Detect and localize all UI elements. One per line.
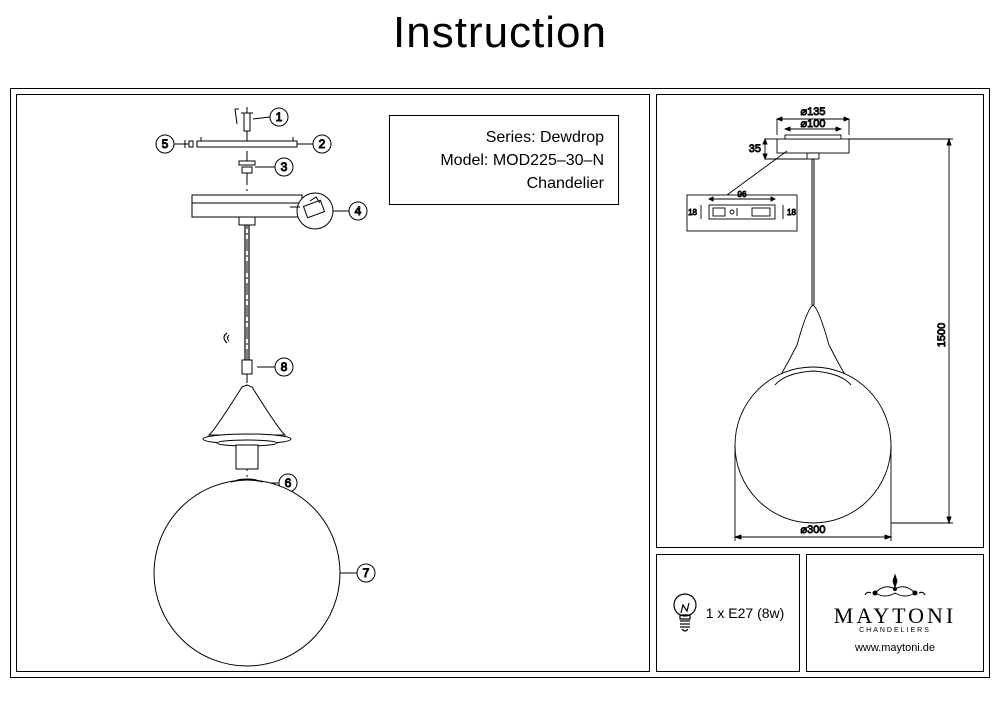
callout-2: 2 [319,137,326,151]
brand-subline: CHANDELIERS [859,627,931,634]
bulb-icon [672,591,698,635]
dim-detail-h1: 18 [688,208,697,217]
callout-8: 8 [281,360,288,374]
dim-detail-h2: 18 [787,208,796,217]
callout-7: 7 [363,566,370,580]
dim-canopy-h: 35 [749,143,761,155]
dimension-svg: ⌀135 ⌀100 35 [657,95,985,549]
dim-overall-h: 1500 [936,323,948,347]
dim-detail-w: 96 [738,190,747,199]
dim-globe-dia: ⌀300 [801,524,826,536]
dim-canopy-outer: ⌀135 [801,106,826,118]
brand-panel: MAYTONI CHANDELIERS www.maytoni.de [806,554,984,672]
brand-name: MAYTONI [834,603,956,629]
page: Instruction Series: Dewdrop Model: MOD22… [0,0,1000,707]
bulb-spec-text: 1 x E27 (8w) [706,605,785,621]
bulb-spec-panel: 1 x E27 (8w) [656,554,800,672]
brand-url: www.maytoni.de [855,642,935,654]
page-title: Instruction [0,8,1000,58]
dimension-diagram-panel: ⌀135 ⌀100 35 [656,94,984,548]
callout-4: 4 [355,204,362,218]
dim-canopy-inner: ⌀100 [801,118,826,130]
assembly-diagram-panel: Series: Dewdrop Model: MOD225–30–N Chand… [16,94,650,672]
brand-ornament-icon [855,573,935,603]
callout-5: 5 [162,137,169,151]
assembly-svg: 1 2 5 3 [17,95,651,673]
callout-1: 1 [276,110,283,124]
callout-3: 3 [281,160,288,174]
